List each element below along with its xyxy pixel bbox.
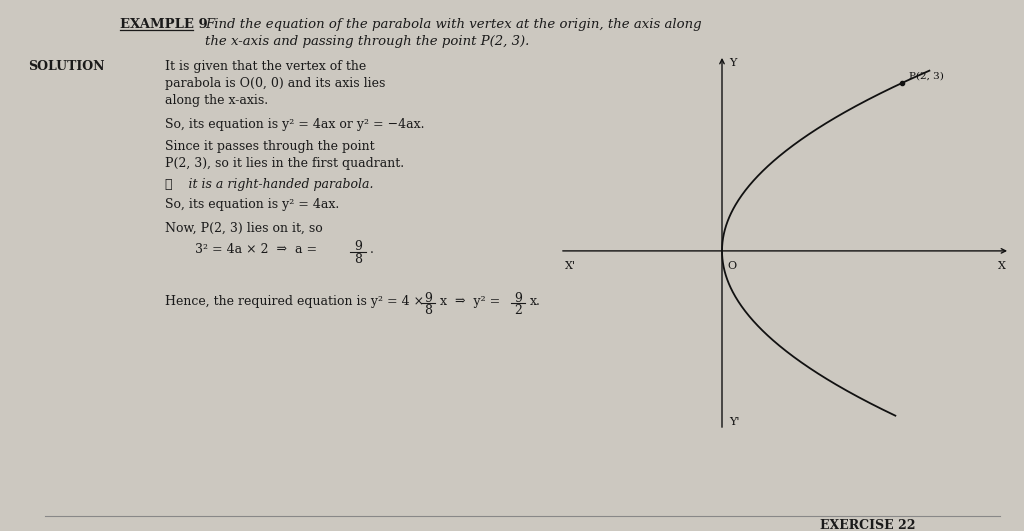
Text: 8: 8	[424, 304, 432, 317]
Text: Find the equation of the parabola with vertex at the origin, the axis along: Find the equation of the parabola with v…	[205, 18, 701, 31]
Text: 9: 9	[424, 292, 432, 305]
Text: 9: 9	[354, 240, 361, 253]
Text: O: O	[727, 261, 736, 271]
Text: EXERCISE 22: EXERCISE 22	[820, 519, 915, 531]
Text: So, its equation is y² = 4ax.: So, its equation is y² = 4ax.	[165, 198, 339, 211]
Text: the x-axis and passing through the point P(2, 3).: the x-axis and passing through the point…	[205, 35, 529, 48]
Text: Hence, the required equation is y² = 4 ×: Hence, the required equation is y² = 4 ×	[165, 295, 428, 308]
Text: P(2, 3): P(2, 3)	[909, 71, 944, 80]
Text: So, its equation is y² = 4ax or y² = −4ax.: So, its equation is y² = 4ax or y² = −4a…	[165, 118, 425, 131]
Text: X': X'	[564, 261, 575, 271]
Text: SOLUTION: SOLUTION	[28, 60, 104, 73]
Text: Now, P(2, 3) lies on it, so: Now, P(2, 3) lies on it, so	[165, 222, 323, 235]
Text: X: X	[997, 261, 1006, 271]
Text: 2: 2	[514, 304, 522, 317]
Text: x  ⇒  y² =: x ⇒ y² =	[440, 295, 504, 308]
Text: .: .	[370, 243, 374, 256]
Text: It is given that the vertex of the: It is given that the vertex of the	[165, 60, 367, 73]
Text: 8: 8	[354, 253, 362, 266]
Text: 9: 9	[514, 292, 522, 305]
Text: EXAMPLE 9: EXAMPLE 9	[120, 18, 208, 31]
Text: along the x-axis.: along the x-axis.	[165, 94, 268, 107]
Text: Since it passes through the point: Since it passes through the point	[165, 140, 375, 153]
Text: parabola is O(0, 0) and its axis lies: parabola is O(0, 0) and its axis lies	[165, 77, 385, 90]
Text: x.: x.	[530, 295, 541, 308]
Text: Y: Y	[729, 58, 736, 68]
Text: 3² = 4a × 2  ⇒  a =: 3² = 4a × 2 ⇒ a =	[195, 243, 322, 256]
Text: Y': Y'	[729, 417, 739, 427]
Text: ∴    it is a right-handed parabola.: ∴ it is a right-handed parabola.	[165, 178, 374, 191]
Text: P(2, 3), so it lies in the first quadrant.: P(2, 3), so it lies in the first quadran…	[165, 157, 404, 170]
